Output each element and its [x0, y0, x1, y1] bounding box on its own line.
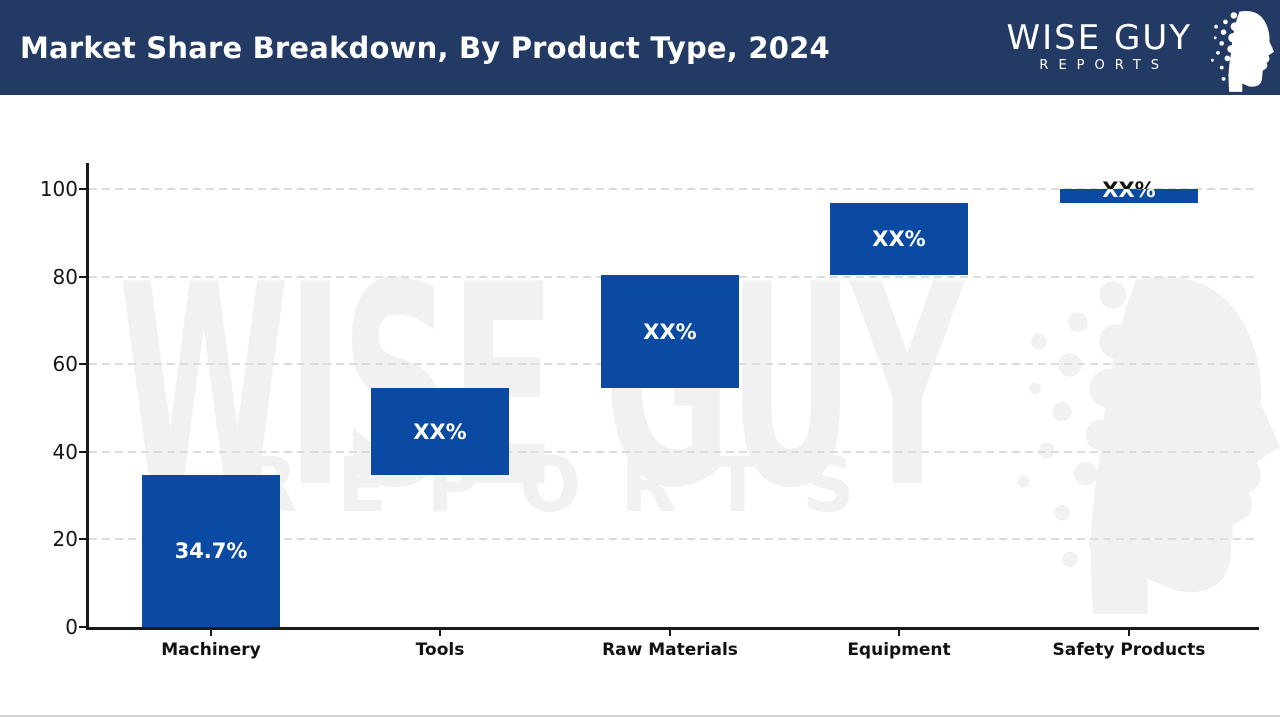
- bar-value-label-equipment: XX%: [872, 226, 926, 251]
- bar-value-label-safety-products: XX%: [1102, 189, 1156, 202]
- x-axis-label-equipment: Equipment: [847, 640, 951, 660]
- bar-value-label-machinery: 34.7%: [174, 538, 248, 563]
- x-tick-safety-products: [1128, 630, 1130, 636]
- y-tick-label-20: 20: [52, 527, 78, 552]
- y-tick-60: [79, 363, 88, 366]
- x-axis-label-raw-materials: Raw Materials: [602, 640, 738, 660]
- y-tick-label-60: 60: [52, 352, 78, 377]
- chart-title: Market Share Breakdown, By Product Type,…: [20, 30, 830, 65]
- y-tick-40: [79, 450, 88, 453]
- bar-raw-materials: XX%: [601, 275, 739, 389]
- bar-machinery: 34.7%: [142, 475, 280, 627]
- y-tick-20: [79, 538, 88, 541]
- bar-equipment: XX%: [830, 202, 968, 276]
- bar-tools: XX%: [371, 388, 509, 475]
- y-axis-line: [86, 163, 89, 629]
- logo-text: WISE GUY REPORTS: [1006, 20, 1192, 74]
- bar-value-label-raw-materials: XX%: [643, 319, 697, 344]
- wiseguy-logo: WISE GUY REPORTS: [1004, 4, 1274, 92]
- gridline-20: [89, 538, 1258, 541]
- logo-subtitle: REPORTS: [1039, 58, 1170, 73]
- x-axis-line: [86, 627, 1259, 630]
- y-tick-80: [79, 275, 88, 278]
- x-axis-label-safety-products: Safety Products: [1052, 640, 1206, 660]
- y-tick-label-0: 0: [65, 615, 78, 639]
- x-tick-tools: [439, 630, 441, 636]
- gridline-40: [89, 450, 1258, 453]
- y-tick-label-40: 40: [52, 439, 78, 464]
- y-tick-label-100: 100: [39, 177, 78, 201]
- logo-wordmark: WISE GUY: [1006, 18, 1192, 58]
- x-tick-raw-materials: [669, 630, 671, 636]
- x-tick-machinery: [210, 630, 212, 636]
- watermark-subtitle: REPORTS: [242, 440, 895, 529]
- watermark-face-icon: [1017, 276, 1280, 614]
- y-tick-100: [79, 188, 88, 190]
- logo-face-icon: [1211, 10, 1274, 92]
- bottom-border: [0, 715, 1280, 717]
- bar-value-label-tools: XX%: [413, 419, 467, 444]
- x-axis-label-machinery: Machinery: [161, 640, 261, 660]
- header: Market Share Breakdown, By Product Type,…: [0, 0, 1280, 95]
- bar-safety-products: XX%: [1060, 189, 1198, 203]
- x-axis-label-tools: Tools: [415, 640, 465, 660]
- gridline-100: [89, 188, 1258, 190]
- y-tick-0: [79, 626, 88, 628]
- x-tick-equipment: [898, 630, 900, 636]
- y-tick-label-80: 80: [52, 264, 78, 289]
